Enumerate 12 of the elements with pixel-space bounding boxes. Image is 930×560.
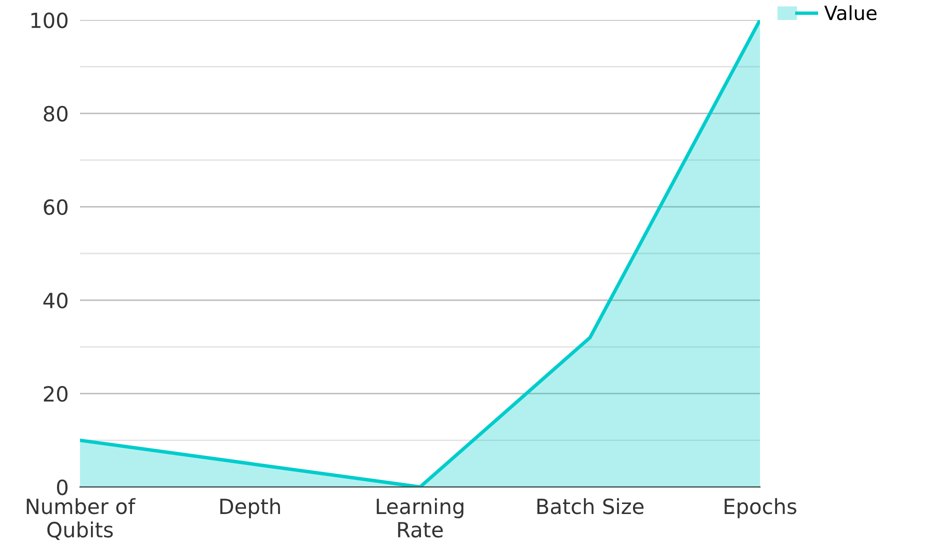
- y-tick-label: 80: [44, 106, 68, 122]
- y-tick-label: 40: [43, 292, 68, 308]
- y-tick-label: 0: [57, 479, 68, 496]
- y-tick-label: 60: [44, 199, 68, 216]
- x-tick-label: Number of Qubits: [26, 498, 136, 540]
- legend-label: Value: [824, 5, 877, 20]
- x-tick-label: Depth: [220, 498, 280, 518]
- y-tick-label: 100: [31, 12, 68, 28]
- y-tick-label: 20: [44, 386, 68, 402]
- x-tick-label: Learning Rate: [376, 498, 464, 538]
- x-tick-label: Batch Size: [537, 498, 644, 514]
- x-tick-label: Epochs: [724, 498, 796, 518]
